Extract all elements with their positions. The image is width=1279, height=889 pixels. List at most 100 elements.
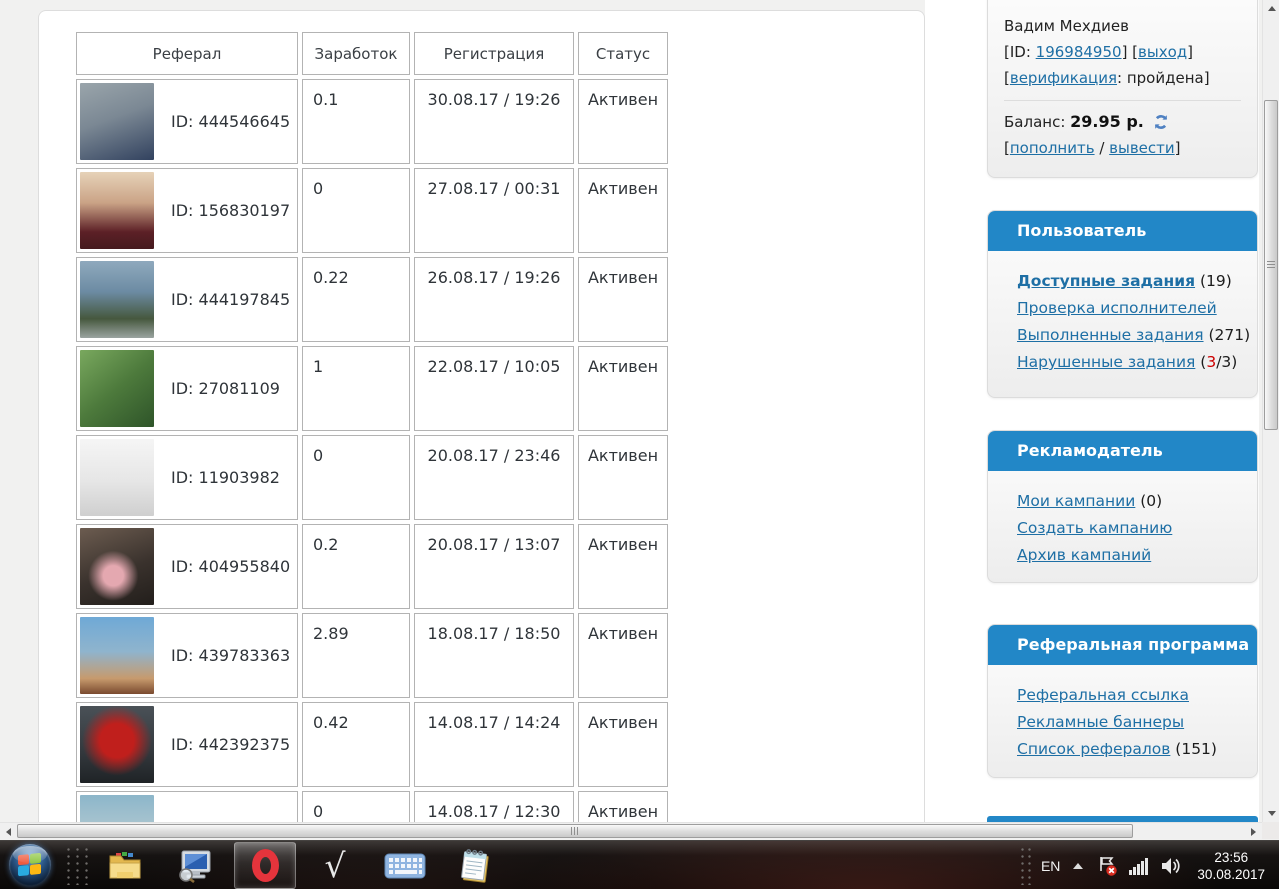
menu-item: Доступные задания (19) xyxy=(1017,268,1251,295)
registration-cell: 20.08.17 / 23:46 xyxy=(414,435,574,520)
registration-cell: 27.08.17 / 00:31 xyxy=(414,168,574,253)
volume-icon[interactable] xyxy=(1159,856,1183,876)
referrals-list-link[interactable]: Список рефералов xyxy=(1017,740,1171,758)
opera-icon xyxy=(251,849,279,882)
check-performers-link[interactable]: Проверка исполнителей xyxy=(1017,299,1217,317)
menu-item: Архив кампаний xyxy=(1017,542,1251,569)
available-tasks-link[interactable]: Доступные задания xyxy=(1017,272,1196,290)
user-id-link[interactable]: 196984950 xyxy=(1035,43,1122,61)
scroll-up-button[interactable] xyxy=(1263,0,1279,17)
table-row: ID: 11903982 0 20.08.17 / 23:46 Активен xyxy=(76,435,668,520)
vertical-scrollbar[interactable] xyxy=(1262,0,1279,822)
horizontal-scrollbar-thumb[interactable] xyxy=(17,824,1133,838)
my-campaigns-link[interactable]: Мои кампании xyxy=(1017,492,1136,510)
completed-tasks-count: (271) xyxy=(1203,326,1251,344)
action-center-flag-icon[interactable] xyxy=(1097,855,1119,877)
tray-date: 30.08.2017 xyxy=(1197,866,1265,882)
verification-status: пройдена xyxy=(1126,69,1204,87)
start-button[interactable] xyxy=(9,844,51,886)
bracket: ] [ xyxy=(1121,43,1139,61)
user-info-box: Вадим Мехдиев [ID: 196984950] [выход] [в… xyxy=(987,0,1258,178)
referral-id: ID: 27081109 xyxy=(171,379,280,398)
header-status: Статус xyxy=(578,32,668,75)
referrals-list-count: (151) xyxy=(1170,740,1217,758)
menu-item: Реферальная ссылка xyxy=(1017,682,1251,709)
scroll-down-button[interactable] xyxy=(1263,805,1279,822)
down-arrow-icon xyxy=(1267,811,1276,816)
menu-item: Список рефералов (151) xyxy=(1017,736,1251,763)
table-row: ID: 439783363 2.89 18.08.17 / 18:50 Акти… xyxy=(76,613,668,698)
thumb-grip xyxy=(1267,261,1275,269)
opera-taskbar-button[interactable] xyxy=(234,842,296,889)
withdraw-link[interactable]: вывести xyxy=(1109,139,1175,157)
logout-link[interactable]: выход xyxy=(1138,43,1188,61)
menu-item: Выполненные задания (271) xyxy=(1017,322,1251,349)
computer-taskbar-button[interactable] xyxy=(164,842,226,889)
referral-menu-box: Реферальная программа Реферальная ссылка… xyxy=(987,624,1258,778)
clock[interactable]: 23:56 30.08.2017 xyxy=(1197,849,1265,883)
scroll-left-button[interactable] xyxy=(0,823,17,840)
menu-item: Создать кампанию xyxy=(1017,515,1251,542)
menu-item: Проверка исполнителей xyxy=(1017,295,1251,322)
status-badge: Активен xyxy=(578,613,668,698)
divider xyxy=(1004,100,1241,101)
balance-label: Баланс: xyxy=(1004,113,1071,131)
verification-link[interactable]: верификация xyxy=(1009,69,1118,87)
calculator-taskbar-button[interactable]: √ xyxy=(304,842,366,889)
show-hidden-icons-button[interactable] xyxy=(1073,862,1084,869)
scroll-right-button[interactable] xyxy=(1245,823,1262,840)
explorer-taskbar-button[interactable] xyxy=(94,842,156,889)
violated-count-red: 3 xyxy=(1206,353,1217,371)
registration-cell: 22.08.17 / 10:05 xyxy=(414,346,574,431)
referral-avatar xyxy=(80,795,154,822)
language-indicator[interactable]: EN xyxy=(1040,857,1061,874)
earnings-cell: 2.89 xyxy=(302,613,410,698)
referral-avatar xyxy=(80,261,154,338)
my-campaigns-count: (0) xyxy=(1135,492,1163,510)
referral-link-link[interactable]: Реферальная ссылка xyxy=(1017,686,1189,704)
refresh-balance-icon[interactable] xyxy=(1153,114,1169,130)
completed-tasks-link[interactable]: Выполненные задания xyxy=(1017,326,1204,344)
table-header-row: Реферал Заработок Регистрация Статус xyxy=(76,32,668,75)
earnings-cell: 0.1 xyxy=(302,79,410,164)
network-signal-icon[interactable] xyxy=(1129,857,1149,875)
violated-count-open: ( xyxy=(1195,353,1207,371)
referral-id: ID: 404955840 xyxy=(171,557,291,576)
registration-cell: 14.08.17 / 14:24 xyxy=(414,702,574,787)
table-row: ID: 156830197 0 27.08.17 / 00:31 Активен xyxy=(76,168,668,253)
referral-avatar xyxy=(80,83,154,160)
section-title-user: Пользователь xyxy=(988,211,1257,251)
referral-id: ID: 11903982 xyxy=(171,468,280,487)
referral-id: ID: 156830197 xyxy=(171,201,291,220)
next-section-header-partial xyxy=(987,816,1258,822)
registration-cell: 14.08.17 / 12:30 xyxy=(414,791,574,822)
status-badge: Активен xyxy=(578,435,668,520)
status-badge: Активен xyxy=(578,257,668,342)
menu-item: Мои кампании (0) xyxy=(1017,488,1251,515)
bracket: ] xyxy=(1174,139,1181,157)
user-id-line: [ID: 196984950] [выход] xyxy=(1004,39,1241,65)
earnings-cell: 0.2 xyxy=(302,524,410,609)
horizontal-scrollbar[interactable] xyxy=(0,822,1262,839)
earnings-cell: 0 xyxy=(302,168,410,253)
deposit-link[interactable]: пополнить xyxy=(1009,139,1095,157)
status-badge: Активен xyxy=(578,702,668,787)
tray-grip[interactable] xyxy=(1018,846,1032,885)
ad-banners-link[interactable]: Рекламные баннеры xyxy=(1017,713,1185,731)
balance-line: Баланс: 29.95 р. xyxy=(1004,109,1241,135)
table-row: ID: 444197845 0.22 26.08.17 / 19:26 Акти… xyxy=(76,257,668,342)
create-campaign-link[interactable]: Создать кампанию xyxy=(1017,519,1173,537)
taskbar-grip[interactable] xyxy=(64,846,90,885)
campaign-archive-link[interactable]: Архив кампаний xyxy=(1017,546,1152,564)
windows-logo-icon xyxy=(18,852,42,878)
menu-item: Рекламные баннеры xyxy=(1017,709,1251,736)
notepad-taskbar-button[interactable] xyxy=(444,842,506,889)
onscreen-keyboard-taskbar-button[interactable] xyxy=(374,842,436,889)
vertical-scrollbar-thumb[interactable] xyxy=(1264,100,1278,430)
violated-tasks-link[interactable]: Нарушенные задания xyxy=(1017,353,1196,371)
left-arrow-icon xyxy=(6,827,11,836)
table-row: ID: 113659251 0 14.08.17 / 12:30 Активен xyxy=(76,791,668,822)
header-referral: Реферал xyxy=(76,32,298,75)
available-tasks-count: (19) xyxy=(1195,272,1232,290)
referral-avatar xyxy=(80,528,154,605)
